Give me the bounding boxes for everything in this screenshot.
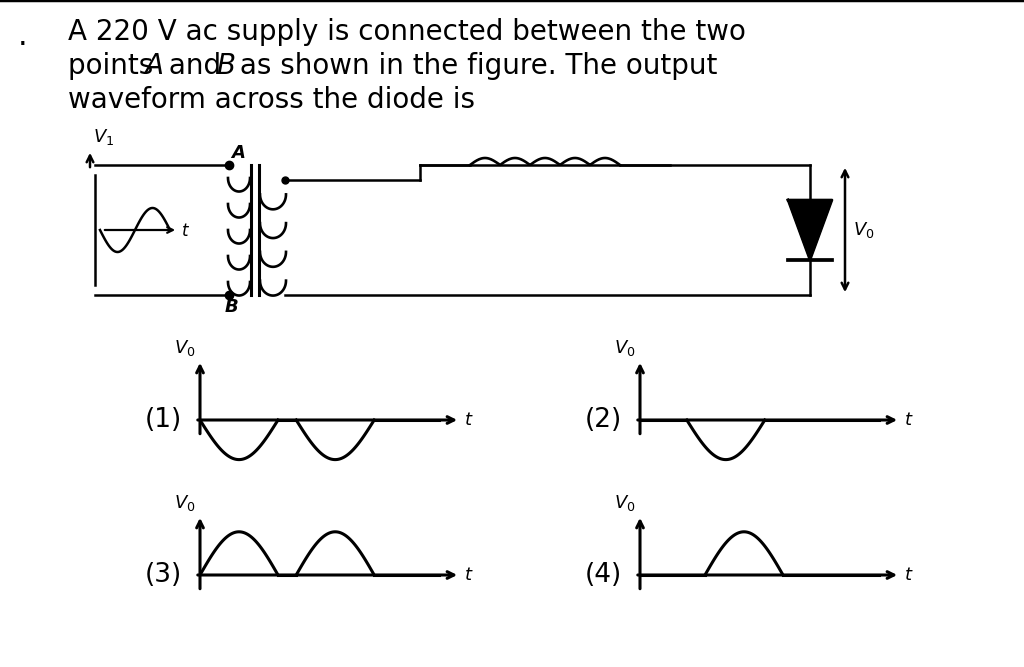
Text: A 220 V ac supply is connected between the two: A 220 V ac supply is connected between t… — [68, 18, 745, 46]
Text: $t$: $t$ — [181, 222, 190, 240]
Text: B: B — [216, 52, 234, 80]
Text: $V_0$: $V_0$ — [614, 493, 636, 513]
Text: .: . — [18, 22, 28, 51]
Text: $t$: $t$ — [464, 411, 474, 429]
Text: and: and — [160, 52, 230, 80]
Text: (4): (4) — [585, 562, 623, 588]
Text: A: A — [231, 144, 245, 162]
Text: (3): (3) — [145, 562, 182, 588]
Text: B: B — [225, 298, 239, 316]
Polygon shape — [788, 200, 831, 260]
Text: $V_1$: $V_1$ — [93, 127, 115, 147]
Text: $V_0$: $V_0$ — [614, 338, 636, 358]
Text: $t$: $t$ — [904, 411, 913, 429]
Text: $t$: $t$ — [464, 566, 474, 584]
Text: points: points — [68, 52, 162, 80]
Text: A: A — [144, 52, 163, 80]
Text: waveform across the diode is: waveform across the diode is — [68, 86, 475, 114]
Text: (1): (1) — [145, 407, 182, 433]
Text: as shown in the figure. The output: as shown in the figure. The output — [231, 52, 718, 80]
Text: $V_0$: $V_0$ — [174, 493, 196, 513]
Text: $V_0$: $V_0$ — [853, 220, 874, 240]
Text: $V_0$: $V_0$ — [174, 338, 196, 358]
Text: $t$: $t$ — [904, 566, 913, 584]
Text: (2): (2) — [585, 407, 623, 433]
